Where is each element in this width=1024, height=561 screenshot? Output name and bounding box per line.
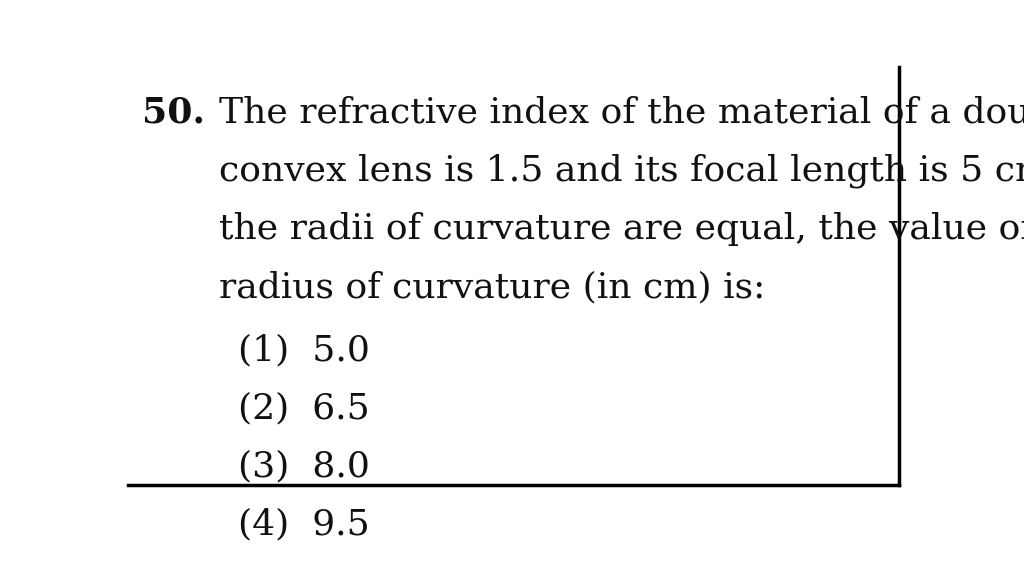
Text: 50.: 50. xyxy=(142,95,205,130)
Text: (3)  8.0: (3) 8.0 xyxy=(238,449,370,484)
Text: (1)  5.0: (1) 5.0 xyxy=(238,333,370,367)
Text: The refractive index of the material of a double: The refractive index of the material of … xyxy=(219,95,1024,130)
Text: the radii of curvature are equal, the value of the: the radii of curvature are equal, the va… xyxy=(219,212,1024,246)
Text: radius of curvature (in cm) is:: radius of curvature (in cm) is: xyxy=(219,270,766,305)
Text: convex lens is 1.5 and its focal length is 5 cm.  If: convex lens is 1.5 and its focal length … xyxy=(219,154,1024,188)
Text: (4)  9.5: (4) 9.5 xyxy=(238,508,370,542)
Text: (2)  6.5: (2) 6.5 xyxy=(238,392,370,425)
